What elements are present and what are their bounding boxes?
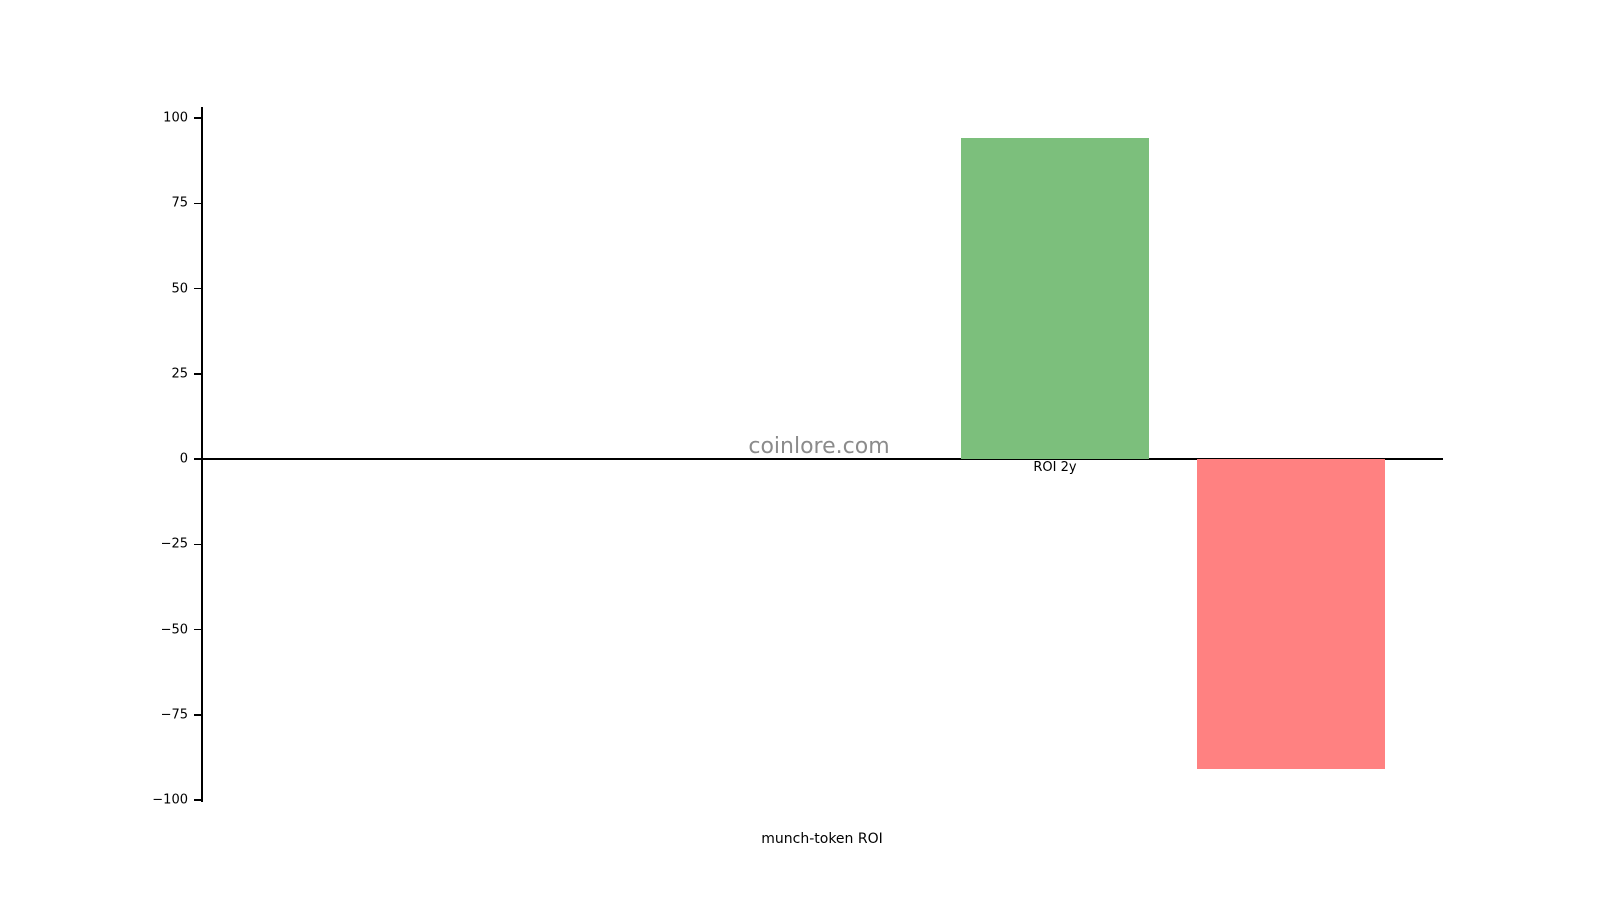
y-tick-mark <box>194 458 202 460</box>
y-tick-mark <box>194 543 202 545</box>
y-tick-label: −25 <box>160 536 188 552</box>
watermark-text: coinlore.com <box>748 434 890 459</box>
y-tick-label: 50 <box>171 281 188 296</box>
y-tick-label: −100 <box>152 792 188 808</box>
y-tick-mark <box>194 628 202 631</box>
y-tick-mark <box>194 714 202 716</box>
y-tick-label: 25 <box>171 366 188 382</box>
y-tick-mark <box>194 117 202 119</box>
y-tick-label: 75 <box>171 195 188 211</box>
positive-roi-bar <box>961 138 1149 459</box>
negative-roi-bar <box>1197 459 1385 770</box>
y-tick-label: 0 <box>179 451 188 467</box>
x-axis-zero-line <box>201 458 1443 460</box>
y-tick-label: −50 <box>160 622 188 637</box>
y-tick-label: −75 <box>160 707 188 723</box>
y-tick-mark <box>194 373 202 375</box>
y-tick-mark <box>194 287 202 290</box>
x-tick-label: ROI 2y <box>1033 460 1077 475</box>
y-axis-spine <box>201 107 203 802</box>
y-tick-mark <box>194 202 202 204</box>
y-tick-mark <box>194 799 202 801</box>
y-tick-label: 100 <box>163 110 188 126</box>
x-axis-label: munch-token ROI <box>761 831 883 847</box>
